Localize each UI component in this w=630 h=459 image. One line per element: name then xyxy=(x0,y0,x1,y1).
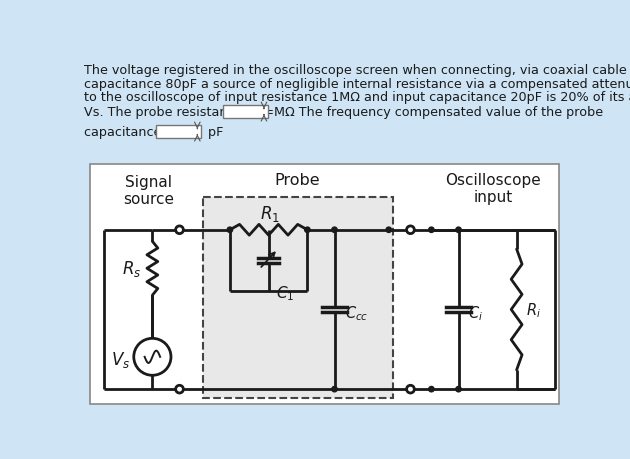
Circle shape xyxy=(406,226,415,234)
Circle shape xyxy=(176,226,183,234)
Text: capacitance C1=: capacitance C1= xyxy=(84,126,193,139)
Text: to the oscilloscope of input resistance 1MΩ and input capacitance 20pF is 20% of: to the oscilloscope of input resistance … xyxy=(84,90,630,103)
Text: The voltage registered in the oscilloscope screen when connecting, via coaxial c: The voltage registered in the oscillosco… xyxy=(84,64,630,77)
Circle shape xyxy=(227,228,232,233)
Circle shape xyxy=(176,386,183,393)
Circle shape xyxy=(305,228,310,233)
Circle shape xyxy=(406,386,415,393)
Text: Oscilloscope
input: Oscilloscope input xyxy=(445,173,541,205)
Text: $C_{cc}$: $C_{cc}$ xyxy=(345,303,369,322)
Bar xyxy=(156,126,201,139)
Text: $R_i$: $R_i$ xyxy=(526,301,541,319)
Text: $V_s$: $V_s$ xyxy=(112,349,130,369)
Text: pF: pF xyxy=(203,126,223,139)
Bar xyxy=(203,197,392,398)
Text: $R_1$: $R_1$ xyxy=(260,203,280,224)
Circle shape xyxy=(134,339,171,375)
Circle shape xyxy=(332,386,337,392)
Circle shape xyxy=(455,386,461,392)
Circle shape xyxy=(332,228,337,233)
Circle shape xyxy=(455,228,461,233)
Text: Signal
source: Signal source xyxy=(123,174,174,207)
Circle shape xyxy=(386,228,391,233)
Text: $C_1$: $C_1$ xyxy=(277,284,295,302)
Bar xyxy=(223,106,268,119)
Text: Probe: Probe xyxy=(275,173,321,188)
Text: Vs. The probe resistance R1=: Vs. The probe resistance R1= xyxy=(84,106,274,119)
Circle shape xyxy=(428,228,434,233)
Text: capacitance 80pF a source of negligible internal resistance via a compensated at: capacitance 80pF a source of negligible … xyxy=(84,78,630,90)
Bar xyxy=(89,165,559,404)
Text: $R_s$: $R_s$ xyxy=(122,259,142,279)
Circle shape xyxy=(428,386,434,392)
Text: $C_i$: $C_i$ xyxy=(468,303,483,322)
Text: MΩ The frequency compensated value of the probe: MΩ The frequency compensated value of th… xyxy=(270,106,604,119)
